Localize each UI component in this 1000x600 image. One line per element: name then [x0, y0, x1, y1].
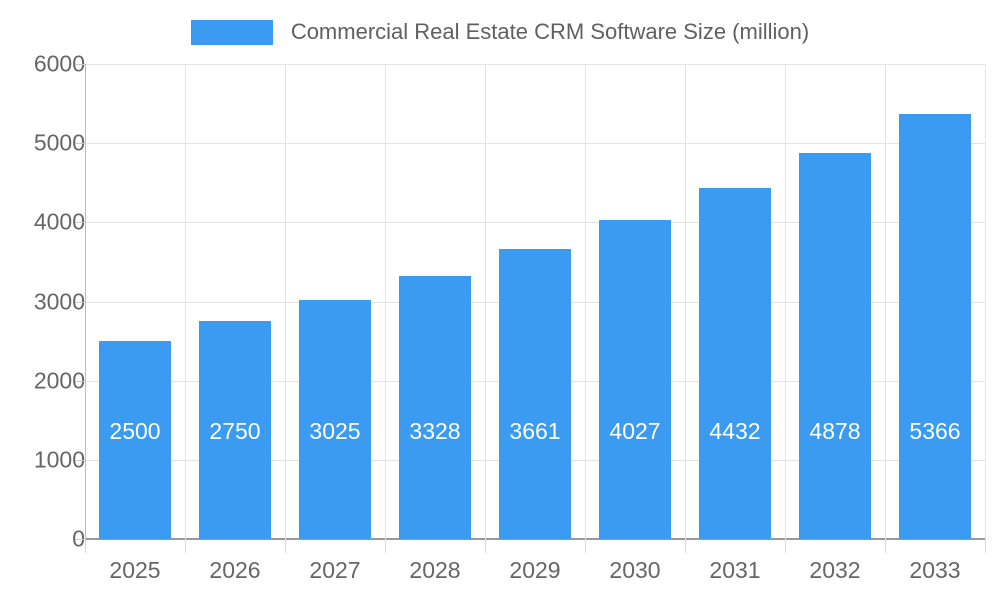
y-axis-tick-mark: [75, 64, 85, 65]
y-axis-tick-mark: [75, 539, 85, 540]
x-axis-tick-mark: [485, 539, 486, 553]
vertical-gridline: [385, 64, 386, 539]
bar[interactable]: 4878: [799, 153, 871, 539]
x-axis-tick-mark: [185, 539, 186, 553]
bar-value-label: 5366: [909, 418, 961, 444]
x-axis-tick-mark: [885, 539, 886, 553]
x-axis-tick-label: 2027: [309, 557, 361, 583]
vertical-gridline: [585, 64, 586, 539]
y-axis-tick-label: 4000: [33, 208, 85, 235]
y-axis-tick-label: 2000: [33, 367, 85, 394]
vertical-gridline: [285, 64, 286, 539]
bar-value-label: 3661: [509, 418, 561, 444]
y-axis: 0 1000 2000 3000 4000 5000 6000: [0, 0, 85, 600]
bar-value-label: 4878: [809, 418, 861, 444]
bar-value-label: 4027: [609, 418, 661, 444]
y-axis-tick-mark: [75, 301, 85, 303]
gridline-0: [85, 538, 985, 540]
y-axis-tick-mark: [75, 143, 85, 145]
x-axis-tick-label: 2025: [109, 557, 161, 583]
y-axis-tick-label: 1000: [33, 446, 85, 473]
legend-label[interactable]: Commercial Real Estate CRM Software Size…: [290, 19, 810, 44]
bar-value-label: 4432: [709, 418, 761, 444]
x-axis-tick-mark: [85, 539, 86, 553]
bar-value-label: 2750: [209, 418, 261, 444]
y-axis-tick-mark: [75, 222, 85, 224]
chart-legend: Commercial Real Estate CRM Software Size…: [0, 14, 1000, 50]
x-axis-tick-label: 2032: [809, 557, 861, 583]
bar[interactable]: 3661: [499, 249, 571, 539]
y-axis-tick-mark: [75, 459, 85, 461]
x-axis-tick-label: 2030: [609, 557, 661, 583]
vertical-gridline: [785, 64, 786, 539]
plot-area: 2500 2750 3025 3328 3661 4027 4432 4878 5366: [85, 64, 986, 540]
bar[interactable]: 4432: [699, 188, 771, 539]
x-axis-tick-mark: [285, 539, 286, 553]
bar[interactable]: 2750: [199, 321, 271, 539]
x-axis-tick-label: 2031: [709, 557, 761, 583]
x-axis: 2025 2026 2027 2028 2029 2030 2031 2032 2033: [85, 539, 986, 600]
vertical-gridline: [885, 64, 886, 539]
y-axis-tick-label: 3000: [33, 288, 85, 314]
x-axis-tick-mark: [785, 539, 786, 553]
vertical-gridline: [685, 64, 686, 539]
bar-value-label: 3025: [309, 418, 361, 444]
bar[interactable]: 4027: [599, 220, 671, 539]
x-axis-tick-label: 2028: [409, 557, 461, 583]
x-axis-tick-mark: [685, 539, 686, 553]
bar[interactable]: 3025: [299, 300, 371, 539]
x-axis-tick-label: 2029: [509, 557, 561, 583]
x-axis-tick-label: 2026: [209, 557, 261, 583]
x-axis-tick-mark: [985, 539, 986, 553]
y-axis-tick-mark: [75, 380, 85, 382]
vertical-gridline: [85, 64, 86, 539]
x-axis-tick-label: 2033: [909, 557, 961, 583]
x-axis-tick-mark: [585, 539, 586, 553]
bar[interactable]: 5366: [899, 114, 971, 539]
bar[interactable]: 2500: [99, 341, 171, 539]
legend-color-swatch[interactable]: [190, 19, 273, 45]
bar-value-label: 2500: [109, 418, 161, 444]
y-axis-tick-label: 5000: [33, 129, 85, 156]
bar[interactable]: 3328: [399, 276, 471, 539]
gridline-6000: [85, 64, 985, 65]
x-axis-tick-mark: [385, 539, 386, 553]
y-axis-tick-label: 6000: [33, 50, 85, 77]
vertical-gridline: [185, 64, 186, 539]
bar-value-label: 3328: [409, 418, 461, 444]
vertical-gridline: [985, 64, 986, 539]
gridline-4000: [85, 222, 985, 224]
bar-series: 2500 2750 3025 3328 3661 4027 4432 4878 5366: [85, 64, 985, 539]
vertical-gridline: [485, 64, 486, 539]
y-axis-tick-label: 0: [72, 525, 85, 552]
gridline-5000: [85, 143, 985, 145]
